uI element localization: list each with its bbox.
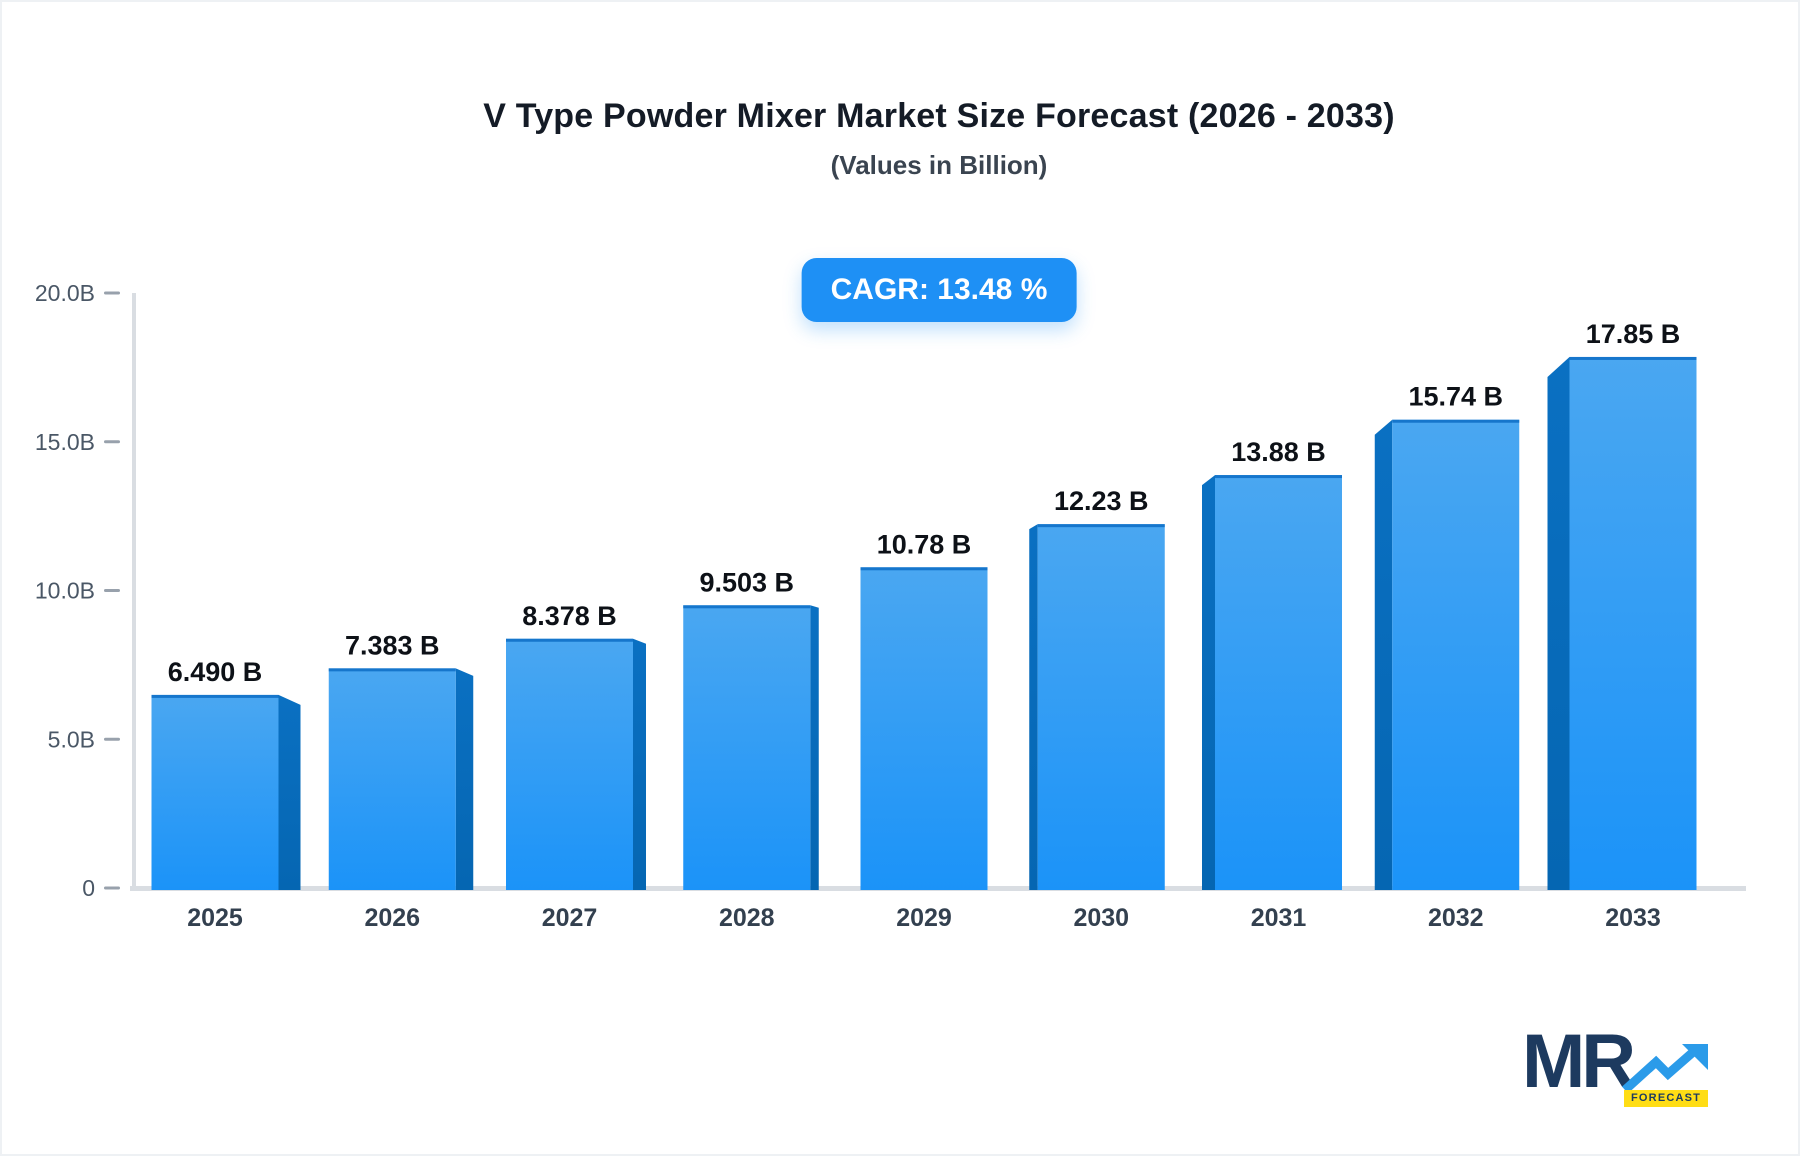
bar-value-label: 8.378 B [522, 601, 617, 631]
bar-top-edge [1037, 524, 1165, 528]
bar-side [278, 694, 301, 890]
bar-side [1547, 356, 1570, 890]
y-axis-tick [104, 737, 120, 741]
logo-forecast-text: FORECAST [1624, 1090, 1709, 1108]
bar-top-edge [1215, 475, 1342, 479]
y-axis-label: 20.0B [35, 280, 95, 306]
bar-top-edge [328, 668, 456, 672]
bar-side [1374, 419, 1393, 890]
bar-face [1215, 475, 1342, 890]
bar-top-edge [1569, 356, 1697, 360]
y-axis-tick [104, 589, 120, 592]
cagr-badge-label: CAGR: 13.48 % [830, 273, 1048, 306]
x-axis-label: 2026 [364, 904, 420, 932]
labels-group: 0 5.0B 10.0B 15.0B 20.0B 6.490 B 2025 7.383 B 20… [35, 280, 1680, 932]
bar-value-label: 9.503 B [699, 567, 794, 597]
bar-value-label: 15.74 B [1408, 382, 1503, 412]
y-axis-tick [104, 440, 120, 444]
logo-mr-text: MR [1522, 1019, 1636, 1104]
x-axis-label: 2029 [896, 904, 952, 932]
bar-face [151, 694, 279, 890]
bar-value-label: 10.78 B [877, 529, 972, 559]
bar-face [328, 668, 456, 890]
y-axis-line [132, 293, 136, 888]
bar-top-edge [860, 567, 988, 571]
bar-face [683, 605, 811, 890]
bar-value-label: 13.88 B [1231, 437, 1326, 467]
trend-arrow-icon [1622, 1044, 1708, 1094]
x-axis-label: 2033 [1605, 904, 1661, 932]
y-axis-label: 15.0B [35, 429, 95, 455]
bar-side [1029, 524, 1038, 890]
bar-side [1202, 475, 1215, 890]
bars-group [151, 356, 1697, 890]
bar-top-edge [151, 694, 279, 698]
bar-side [455, 668, 474, 890]
chart-title: V Type Powder Mixer Market Size Forecast… [483, 97, 1395, 135]
bar-face [506, 638, 633, 890]
bar-value-label: 12.23 B [1054, 486, 1149, 516]
bar-value-label: 17.85 B [1586, 319, 1681, 349]
brand-logo: MR FORECAST [1522, 1024, 1742, 1116]
x-axis-label: 2028 [719, 904, 775, 932]
bar-side [810, 605, 819, 890]
x-axis-label: 2027 [542, 904, 598, 932]
bar-top-edge [1392, 419, 1520, 423]
chart-subtitle: (Values in Billion) [830, 150, 1048, 180]
y-axis-tick [104, 886, 120, 890]
y-axis-label: 5.0B [48, 726, 95, 752]
bar-side [633, 638, 646, 890]
bar-value-label: 6.490 B [168, 657, 263, 687]
y-axis-tick [104, 291, 120, 295]
x-axis-label: 2032 [1428, 904, 1484, 932]
bar-top-edge [683, 605, 811, 609]
x-axis-label: 2030 [1073, 904, 1129, 932]
bar-face [860, 567, 988, 890]
x-axis-label: 2025 [187, 904, 243, 932]
cagr-badge: CAGR: 13.48 % [801, 258, 1077, 322]
bar-face [1392, 419, 1520, 890]
bar-value-label: 7.383 B [345, 630, 440, 660]
y-axis-label: 10.0B [35, 578, 95, 604]
x-axis-label: 2031 [1251, 904, 1307, 932]
bar-face [1037, 524, 1165, 890]
bar-top-edge [506, 638, 633, 642]
bar-face [1569, 356, 1697, 890]
y-axis-label: 0 [82, 875, 95, 901]
